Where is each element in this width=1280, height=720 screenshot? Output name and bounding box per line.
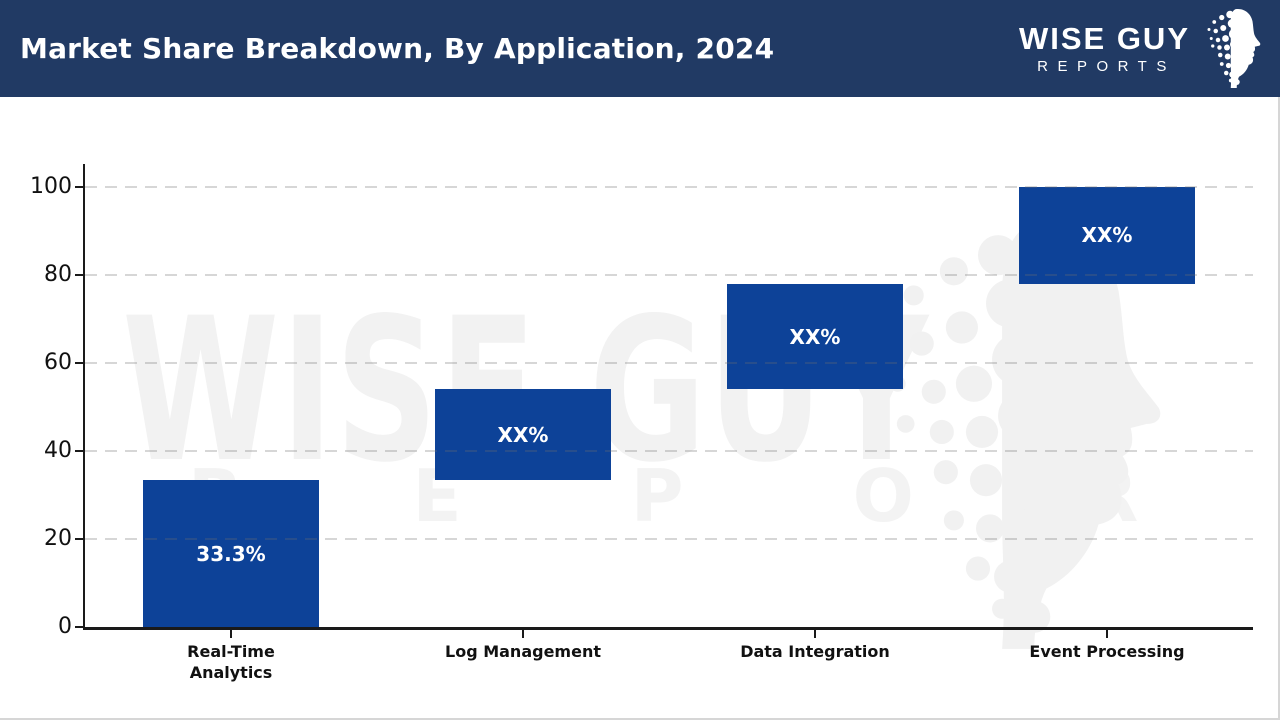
x-category-label-event-processing: Event Processing <box>1029 642 1185 661</box>
y-axis-spine <box>83 164 85 627</box>
bar-real-time-analytics <box>143 480 319 627</box>
bar-data-integration <box>727 283 903 390</box>
wise-guy-reports-logo: WISE GUY REPORTS <box>1019 7 1262 91</box>
x-tick-data-integration <box>814 630 816 638</box>
x-tick-real-time-analytics <box>230 630 232 638</box>
x-tick-log-management <box>522 630 524 638</box>
x-axis-spine <box>83 627 1253 630</box>
logo-brand-name: WISE GUY <box>1018 20 1190 56</box>
y-tick-label-20: 20 <box>44 526 72 551</box>
gridline-60 <box>85 362 1253 364</box>
header-bar: Market Share Breakdown, By Application, … <box>0 0 1280 97</box>
x-tick-event-processing <box>1106 630 1108 638</box>
y-tick-100 <box>75 186 84 188</box>
bar-event-processing <box>1019 187 1195 284</box>
bar-log-management <box>435 389 611 481</box>
y-tick-label-0: 0 <box>58 614 72 639</box>
bar-value-label-event-processing: XX% <box>1081 223 1133 248</box>
y-tick-80 <box>75 274 84 276</box>
y-tick-40 <box>75 450 84 452</box>
dot-head-profile-icon <box>1192 7 1262 91</box>
y-tick-label-100: 100 <box>30 174 72 199</box>
y-tick-20 <box>75 538 84 540</box>
x-category-label-log-management: Log Management <box>445 642 601 661</box>
y-tick-0 <box>75 626 84 628</box>
logo-text: WISE GUY REPORTS <box>1019 23 1190 75</box>
bar-value-label-real-time-analytics: 33.3% <box>196 541 266 566</box>
page-title: Market Share Breakdown, By Application, … <box>20 32 775 65</box>
bar-value-label-data-integration: XX% <box>789 324 841 349</box>
gridline-80 <box>85 274 1253 276</box>
bar-value-label-log-management: XX% <box>497 422 549 447</box>
gridline-100 <box>85 186 1253 188</box>
x-category-label-real-time-analytics: Real-Time Analytics <box>187 642 275 682</box>
y-tick-60 <box>75 362 84 364</box>
y-tick-label-80: 80 <box>44 262 72 287</box>
logo-brand-subtitle: REPORTS <box>1037 57 1176 75</box>
gridline-20 <box>85 538 1253 540</box>
y-tick-label-60: 60 <box>44 350 72 375</box>
x-category-label-data-integration: Data Integration <box>740 642 890 661</box>
y-tick-label-40: 40 <box>44 438 72 463</box>
gridline-40 <box>85 450 1253 452</box>
